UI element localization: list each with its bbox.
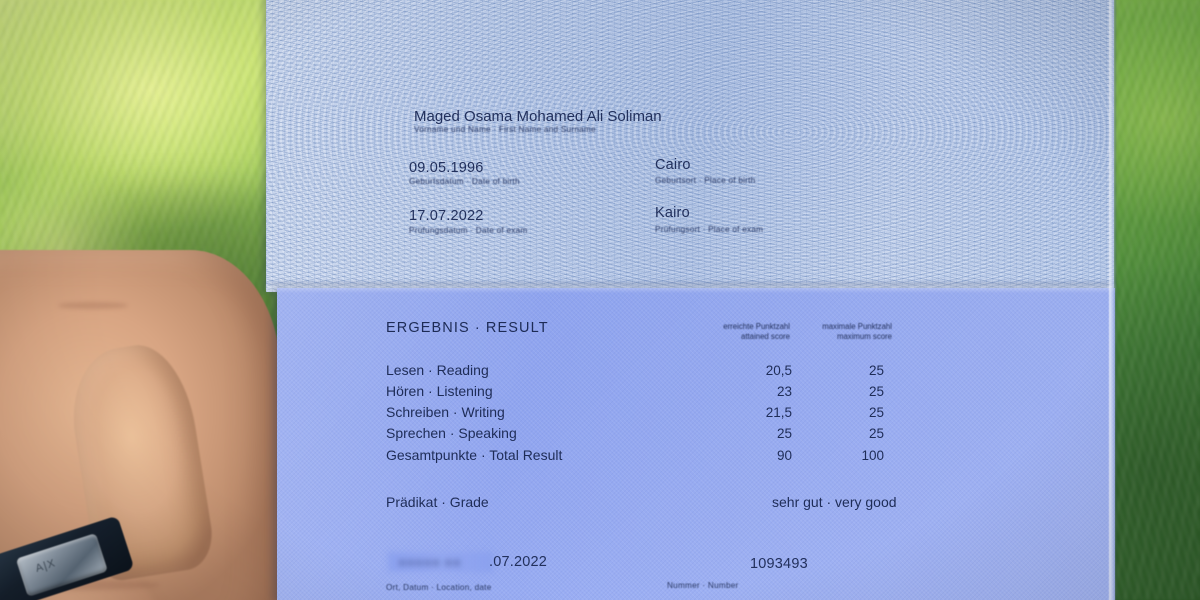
guilloche-moire-overlay [266, 0, 1114, 292]
redacted-location-day [388, 552, 493, 572]
column-header-attained-en: attained score [741, 332, 790, 341]
paper-fold-line [266, 282, 1115, 292]
result-section-title: ERGEBNIS · RESULT [386, 320, 549, 336]
certificate-upper-half [266, 0, 1114, 292]
result-row-maximum: 25 [868, 405, 884, 420]
result-row-attained: 25 [776, 426, 792, 441]
exam-date-value: 17.07.2022 [409, 208, 484, 224]
location-date-label: Ort, Datum · Location, date [386, 583, 492, 592]
result-row-attained: 90 [776, 448, 792, 463]
certificate-number-value: 1093493 [750, 556, 808, 572]
exam-place-label: Prüfungsort · Place of exam [655, 225, 764, 234]
result-row-maximum: 25 [868, 384, 884, 399]
paper-right-edge [1109, 0, 1116, 600]
guilloche-security-pattern [266, 0, 1114, 292]
exam-date-label: Prüfungsdatum · Date of exam [409, 226, 528, 235]
exam-place-value: Kairo [655, 205, 690, 221]
result-row-attained: 23 [776, 384, 792, 399]
holder-name-label: Vorname und Name · First Name and Surnam… [414, 125, 596, 134]
result-row-label: Lesen · Reading [386, 362, 489, 378]
birth-date-label: Geburtsdatum · Date of birth [409, 177, 520, 186]
hand-crease [10, 580, 160, 590]
redacted-location-ghost-text: ■■■■■ ■■ [398, 554, 462, 570]
grade-value: sehr gut · very good [772, 494, 897, 510]
column-header-attained-de: erreichte Punktzahl [723, 322, 790, 331]
column-header-maximum-en: maximum score [836, 332, 892, 341]
result-row-maximum: 100 [861, 448, 884, 463]
birth-place-label: Geburtsort · Place of birth [655, 176, 756, 185]
grade-label: Prädikat · Grade [386, 494, 489, 510]
birth-place-value: Cairo [655, 157, 691, 173]
location-date-value: .07.2022 [489, 554, 548, 570]
result-row-label: Schreiben · Writing [386, 404, 505, 420]
column-header-maximum: maximale Punktzahl maximum score [782, 322, 892, 342]
result-row-label: Gesamtpunkte · Total Result [386, 447, 563, 463]
holder-name-value: Maged Osama Mohamed Ali Soliman [414, 108, 662, 125]
result-row-label: Sprechen · Speaking [386, 425, 517, 441]
result-row-attained: 20,5 [765, 363, 792, 378]
paper-texture [277, 288, 1115, 600]
certificate-number-label: Nummer · Number [667, 581, 739, 590]
result-row-maximum: 25 [868, 363, 884, 378]
certificate-lower-half [277, 288, 1115, 600]
column-header-attained: erreichte Punktzahl attained score [680, 322, 790, 342]
column-header-maximum-de: maximale Punktzahl [822, 322, 892, 331]
result-row-maximum: 25 [868, 426, 884, 441]
result-row-label: Hören · Listening [386, 383, 493, 399]
birth-date-value: 09.05.1996 [409, 160, 484, 176]
hand-crease [58, 302, 128, 309]
result-row-attained: 21,5 [765, 405, 792, 420]
